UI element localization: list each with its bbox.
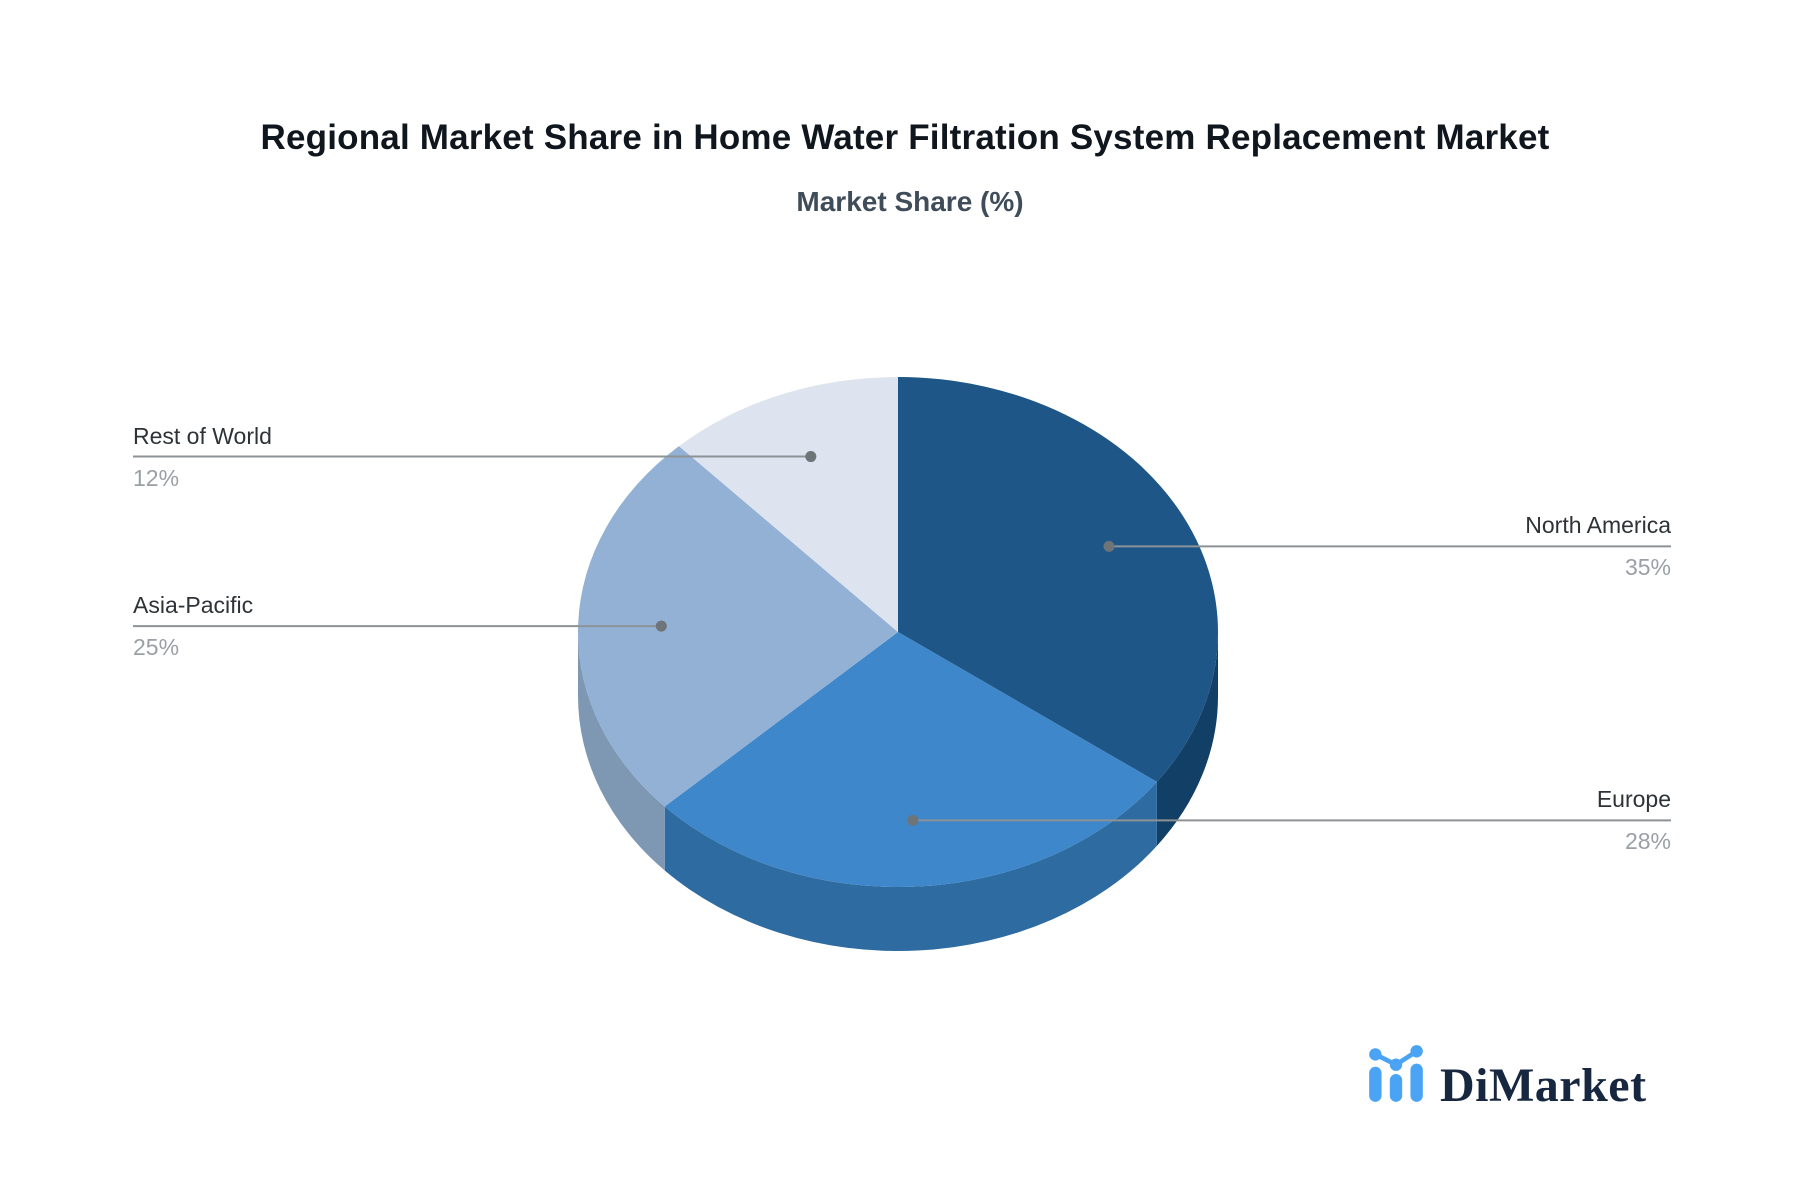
callout-percent: 28% xyxy=(1624,828,1671,855)
brand-name: DiMarket xyxy=(1440,1059,1647,1112)
callout-percent: 35% xyxy=(1624,554,1671,581)
pie-slice-north-america[interactable] xyxy=(898,377,1219,782)
callout-label: North America xyxy=(1525,512,1671,539)
pie-slice-side-asia-pacific xyxy=(578,632,665,871)
callout-dot-europe xyxy=(907,814,919,826)
pie-slice-asia-pacific[interactable] xyxy=(577,446,898,807)
pie-slice-side-north-america xyxy=(1156,632,1218,846)
callout-percent: 25% xyxy=(133,634,180,661)
callout-dot-asia-pacific xyxy=(655,620,667,632)
pie-slice-side-europe xyxy=(664,781,1157,952)
callout-percent: 12% xyxy=(133,464,180,491)
callout-asia-pacific: Asia-Pacific 25% xyxy=(133,590,253,660)
brand-logo: DiMarket xyxy=(1367,1038,1647,1112)
pie-slice-rest-of-world[interactable] xyxy=(678,377,898,632)
callout-north-america: North America 35% xyxy=(1525,510,1671,580)
callout-europe: Europe 28% xyxy=(1597,784,1671,854)
callout-dot-rest-of-world xyxy=(805,451,817,463)
bar-line-chart-icon xyxy=(1369,1045,1423,1102)
callout-label: Asia-Pacific xyxy=(133,592,254,619)
chart-subtitle: Market Share (%) xyxy=(796,186,1024,217)
pie-slice-europe[interactable] xyxy=(664,632,1157,888)
callout-label: Rest of World xyxy=(133,422,272,449)
chart-title: Regional Market Share in Home Water Filt… xyxy=(260,118,1550,157)
callout-rest-of-world: Rest of World 12% xyxy=(133,421,272,491)
callout-dot-north-america xyxy=(1103,540,1115,552)
callout-label: Europe xyxy=(1596,786,1671,813)
